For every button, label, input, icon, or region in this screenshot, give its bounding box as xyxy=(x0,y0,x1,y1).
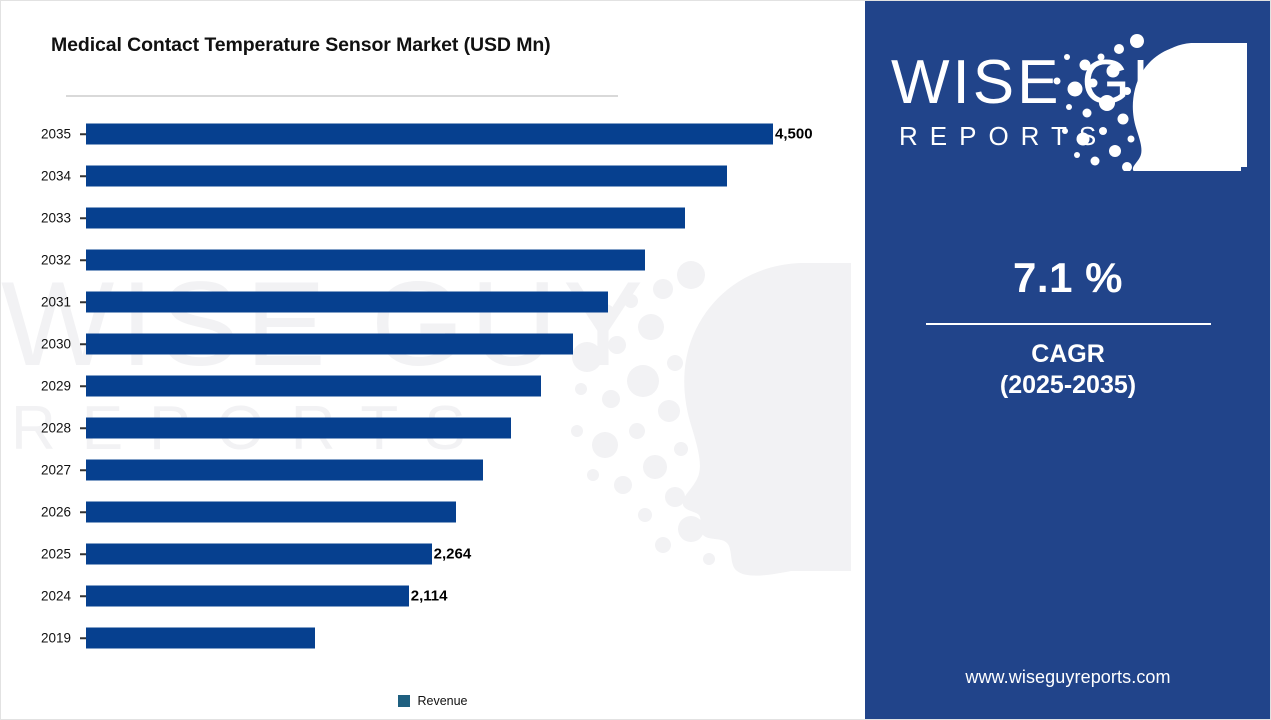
cagr-value: 7.1 % xyxy=(1013,254,1123,301)
y-axis-tick xyxy=(80,217,86,219)
y-axis-label: 2034 xyxy=(40,168,71,184)
cagr-divider xyxy=(925,323,1211,325)
bar-2027 xyxy=(86,459,484,481)
bar-value-2024: 2,114 xyxy=(410,587,448,605)
bar-2028 xyxy=(86,417,512,439)
chart-row: 2028 xyxy=(1,407,865,449)
title-divider xyxy=(66,95,618,97)
y-axis-tick xyxy=(80,469,86,471)
chart-legend: Revenue xyxy=(1,694,865,708)
y-axis-label: 2025 xyxy=(40,546,71,562)
y-axis-tick xyxy=(80,511,86,513)
bar-2024 xyxy=(86,585,409,607)
bar-2026 xyxy=(86,501,457,523)
plot-area: 2035 4,500 2034 2033 2032 2031 2030 2029 2028 202… xyxy=(1,113,865,653)
y-axis-label: 2027 xyxy=(40,462,71,478)
y-axis-label: 2031 xyxy=(40,294,71,310)
y-axis-tick xyxy=(80,427,86,429)
chart-row: 2030 xyxy=(1,323,865,365)
y-axis-label: 2030 xyxy=(40,336,71,352)
y-axis-tick xyxy=(80,301,86,303)
wiseguyreports-logo: WISE GUY REPORTS xyxy=(891,31,1247,171)
y-axis-tick xyxy=(80,175,86,177)
svg-text:REPORTS: REPORTS xyxy=(899,121,1108,151)
y-axis-label: 2019 xyxy=(40,630,71,646)
chart-row: 2032 xyxy=(1,239,865,281)
chart-row: 2033 xyxy=(1,197,865,239)
bar-2035 xyxy=(86,123,773,145)
chart-row: 2029 xyxy=(1,365,865,407)
y-axis-tick xyxy=(80,259,86,261)
y-axis-label: 2033 xyxy=(40,210,71,226)
legend-label-revenue: Revenue xyxy=(417,694,468,708)
chart-panel: WISE GUY REPORTS xyxy=(1,1,865,719)
legend-swatch-revenue xyxy=(398,695,411,707)
bar-2025 xyxy=(86,543,432,565)
y-axis-label: 2035 xyxy=(40,126,71,142)
y-axis-tick xyxy=(80,553,86,555)
bar-value-2025: 2,264 xyxy=(433,545,472,563)
y-axis-label: 2032 xyxy=(40,252,71,268)
y-axis-tick xyxy=(80,637,86,639)
bar-2030 xyxy=(86,333,573,355)
y-axis-tick xyxy=(80,343,86,345)
y-axis-label: 2024 xyxy=(40,588,71,604)
chart-row: 2035 4,500 xyxy=(1,113,865,155)
y-axis-tick xyxy=(80,133,86,135)
bar-2031 xyxy=(86,291,609,313)
chart-row: 2024 2,114 xyxy=(1,575,865,617)
bar-value-2035: 4,500 xyxy=(775,125,813,143)
chart-row: 2031 xyxy=(1,281,865,323)
cagr-label: CAGR xyxy=(1031,340,1105,368)
y-axis-label: 2026 xyxy=(40,504,71,520)
bar-2029 xyxy=(86,375,542,397)
bar-2019 xyxy=(86,627,315,649)
bar-2032 xyxy=(86,249,646,271)
y-axis-label: 2029 xyxy=(40,378,71,394)
y-axis-tick xyxy=(80,595,86,597)
chart-row: 2027 xyxy=(1,449,865,491)
chart-row: 2026 xyxy=(1,491,865,533)
cagr-block: 7.1 % CAGR (2025-2035) xyxy=(865,254,1270,402)
bar-2033 xyxy=(86,207,686,229)
brand-panel: WISE GUY REPORTS xyxy=(865,1,1270,719)
cagr-period: (2025-2035) xyxy=(999,371,1137,400)
chart-row: 2019 xyxy=(1,617,865,659)
y-axis-tick xyxy=(80,385,86,387)
chart-row: 2025 2,264 xyxy=(1,533,865,575)
chart-title: Medical Contact Temperature Sensor Marke… xyxy=(51,34,551,56)
bar-2034 xyxy=(86,165,728,187)
brand-url: www.wiseguyreports.com xyxy=(965,667,1171,687)
y-axis-label: 2028 xyxy=(40,420,71,436)
chart-row: 2034 xyxy=(1,155,865,197)
